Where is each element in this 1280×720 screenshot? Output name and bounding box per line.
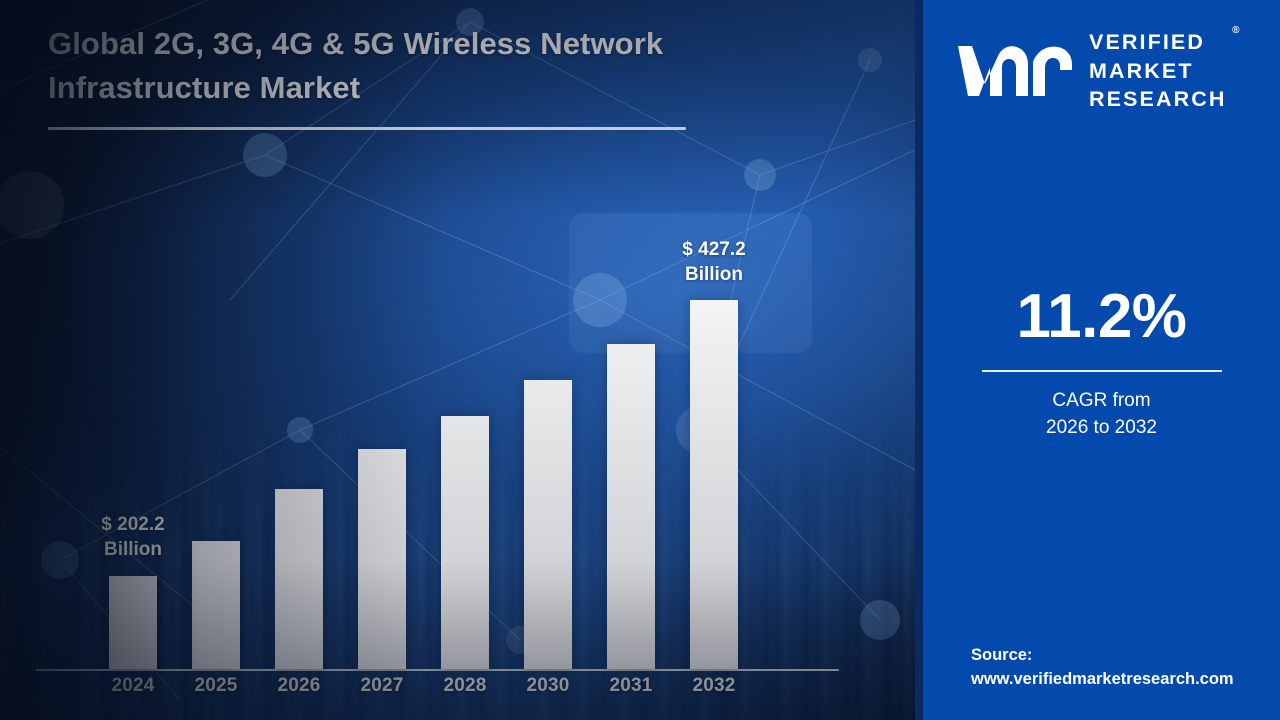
source-block: Source: www.verifiedmarketresearch.com bbox=[971, 643, 1234, 693]
brand-line-verified: VERIFIED bbox=[1089, 30, 1205, 54]
cagr-caption-line2: 2026 to 2032 bbox=[1046, 416, 1157, 438]
cagr-block: 11.2% CAGR from 2026 to 2032 bbox=[923, 286, 1280, 441]
chart-panel: Global 2G, 3G, 4G & 5G Wireless Network … bbox=[0, 0, 915, 720]
brand-line-research: RESEARCH bbox=[1089, 87, 1227, 112]
brand-line-market: MARKET bbox=[1089, 58, 1194, 83]
brand-panel: VERIFIED MARKET RESEARCH ® 11.2% CAGR fr… bbox=[915, 0, 1280, 720]
cagr-caption-line1: CAGR from bbox=[1052, 390, 1151, 411]
cagr-value: 11.2% bbox=[1016, 282, 1187, 351]
brand-wordmark: VERIFIED MARKET RESEARCH ® bbox=[1089, 25, 1239, 114]
registered-trademark-icon: ® bbox=[1232, 25, 1240, 36]
cagr-caption: CAGR from 2026 to 2032 bbox=[923, 388, 1280, 441]
source-label: Source: bbox=[971, 645, 1033, 664]
vmr-logo-icon bbox=[958, 45, 1072, 96]
background-vignette bbox=[0, 0, 915, 720]
brand-logo: VERIFIED MARKET RESEARCH ® bbox=[955, 25, 1239, 114]
cagr-divider bbox=[981, 370, 1222, 372]
source-url[interactable]: www.verifiedmarketresearch.com bbox=[971, 670, 1234, 689]
